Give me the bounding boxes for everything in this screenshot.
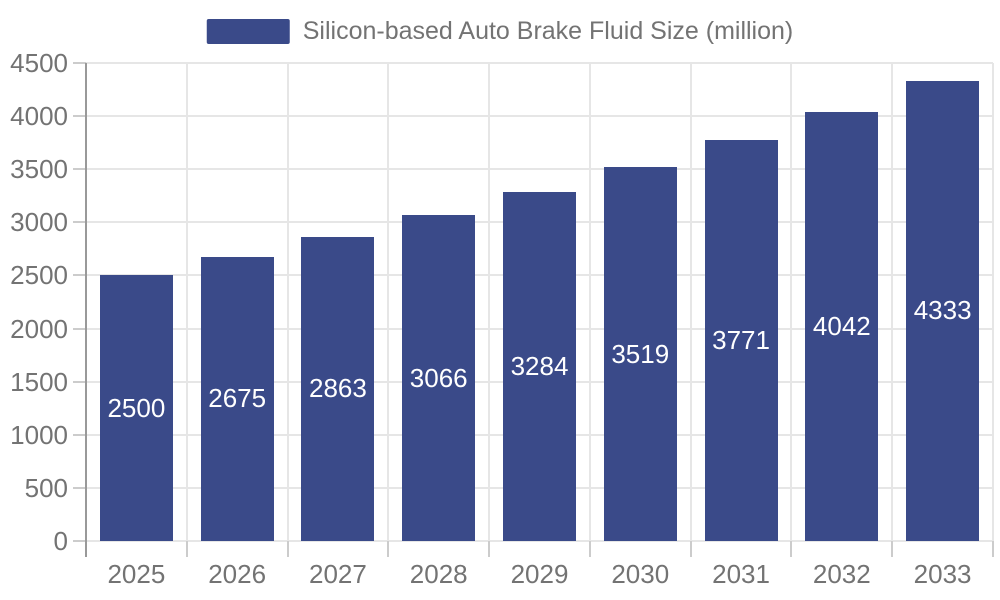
legend-swatch-icon bbox=[206, 19, 290, 44]
x-gridline bbox=[689, 63, 692, 541]
y-axis-line bbox=[85, 63, 87, 557]
y-axis-label: 2500 bbox=[10, 260, 68, 291]
x-axis-label: 2032 bbox=[812, 559, 871, 589]
x-tick bbox=[185, 541, 188, 557]
bar-value-label: 4333 bbox=[913, 295, 972, 326]
y-gridline bbox=[86, 168, 993, 171]
x-tick bbox=[891, 541, 894, 557]
bar-2027[interactable]: 2863 bbox=[301, 236, 375, 541]
x-tick bbox=[588, 541, 591, 557]
y-gridline bbox=[86, 540, 993, 542]
bar-value-label: 2675 bbox=[208, 383, 267, 414]
x-gridline bbox=[185, 63, 188, 541]
legend-item[interactable]: Silicon-based Auto Brake Fluid Size (mil… bbox=[206, 17, 794, 46]
y-axis-label: 3000 bbox=[10, 207, 68, 238]
x-gridline bbox=[891, 63, 894, 541]
y-axis-label: 1000 bbox=[10, 419, 68, 450]
x-axis-label: 2030 bbox=[611, 559, 670, 589]
y-tick bbox=[73, 486, 86, 489]
bar-2030[interactable]: 3519 bbox=[603, 167, 677, 541]
bar-2031[interactable]: 3771 bbox=[704, 140, 778, 541]
bar-value-label: 4042 bbox=[812, 310, 871, 341]
y-tick bbox=[73, 221, 86, 224]
y-axis-label: 1500 bbox=[10, 366, 68, 397]
bar-value-label: 2500 bbox=[107, 392, 166, 423]
x-tick bbox=[790, 541, 793, 557]
y-gridline bbox=[86, 115, 993, 118]
bar-value-label: 3519 bbox=[611, 338, 670, 369]
x-gridline bbox=[387, 63, 390, 541]
y-axis-label: 4500 bbox=[10, 48, 68, 78]
y-axis-label: 0 bbox=[53, 526, 68, 556]
y-tick bbox=[73, 433, 86, 436]
x-axis-label: 2031 bbox=[712, 559, 770, 589]
x-axis-label: 2026 bbox=[208, 559, 267, 589]
bar-value-label: 3771 bbox=[712, 325, 770, 356]
x-axis-label: 2033 bbox=[913, 559, 972, 589]
x-axis-label: 2027 bbox=[309, 559, 367, 589]
x-gridline bbox=[790, 63, 793, 541]
bar-value-label: 3066 bbox=[409, 362, 468, 393]
x-axis-label: 2029 bbox=[510, 559, 569, 589]
y-axis-label: 3500 bbox=[10, 154, 68, 185]
legend-label: Silicon-based Auto Brake Fluid Size (mil… bbox=[302, 17, 794, 45]
x-gridline bbox=[992, 63, 994, 541]
y-axis-label: 2000 bbox=[10, 313, 68, 344]
x-tick bbox=[286, 541, 289, 557]
bar-2026[interactable]: 2675 bbox=[200, 256, 274, 541]
y-tick bbox=[73, 62, 86, 64]
x-gridline bbox=[588, 63, 591, 541]
bar-2029[interactable]: 3284 bbox=[503, 192, 576, 541]
bar-2032[interactable]: 4042 bbox=[805, 111, 879, 541]
x-axis-label: 2025 bbox=[107, 559, 166, 589]
bar-2028[interactable]: 3066 bbox=[402, 215, 476, 541]
y-tick bbox=[73, 168, 86, 171]
x-tick bbox=[387, 541, 390, 557]
y-tick bbox=[73, 540, 86, 542]
x-tick bbox=[992, 541, 994, 557]
y-axis-label: 4000 bbox=[10, 101, 68, 132]
bar-value-label: 2863 bbox=[309, 373, 367, 404]
bar-value-label: 3284 bbox=[510, 351, 569, 382]
x-tick bbox=[689, 541, 692, 557]
x-tick bbox=[488, 541, 491, 557]
y-gridline bbox=[86, 62, 993, 64]
bar-2025[interactable]: 2500 bbox=[99, 275, 173, 541]
bar-2033[interactable]: 4333 bbox=[906, 80, 980, 541]
y-tick bbox=[73, 115, 86, 118]
x-gridline bbox=[286, 63, 289, 541]
y-tick bbox=[73, 327, 86, 330]
y-tick bbox=[73, 274, 86, 277]
y-axis-label: 500 bbox=[24, 472, 68, 503]
y-tick bbox=[73, 380, 86, 383]
x-gridline bbox=[488, 63, 491, 541]
x-axis-label: 2028 bbox=[409, 559, 468, 589]
